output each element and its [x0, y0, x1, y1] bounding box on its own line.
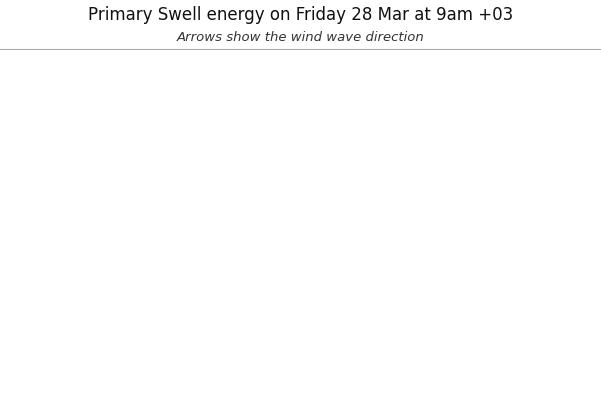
- Text: Arrows show the wind wave direction: Arrows show the wind wave direction: [177, 31, 424, 44]
- Text: cartopy required: cartopy required: [243, 217, 358, 231]
- Text: Primary Swell energy on Friday 28 Mar at 9am +03: Primary Swell energy on Friday 28 Mar at…: [88, 6, 513, 24]
